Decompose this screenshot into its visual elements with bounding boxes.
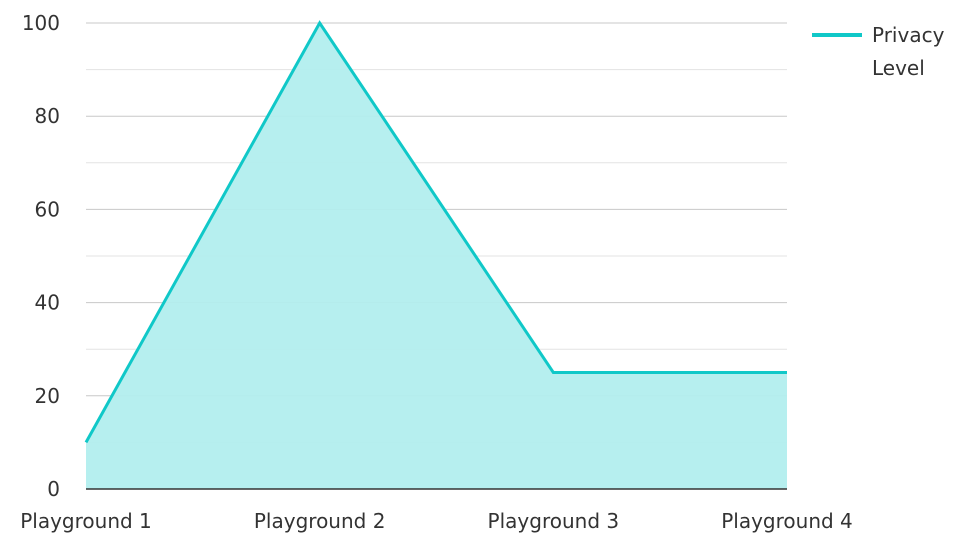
legend-label-line2: Level: [872, 56, 925, 80]
x-tick-label: Playground 2: [254, 509, 386, 533]
y-tick-label: 80: [35, 104, 60, 128]
privacy-level-line: [84, 20, 787, 444]
y-tick-label: 20: [35, 384, 60, 408]
y-tick-label: 0: [47, 477, 60, 501]
legend: Privacy Level: [812, 23, 945, 80]
y-tick-label: 40: [35, 291, 60, 315]
y-tick-label: 100: [22, 11, 60, 35]
x-tick-label: Playground 1: [20, 509, 152, 533]
y-axis-tick-labels: 0 20 40 60 80 100: [22, 11, 60, 501]
x-tick-label: Playground 4: [721, 509, 853, 533]
x-axis-tick-labels: Playground 1 Playground 2 Playground 3 Play…: [20, 509, 853, 533]
x-tick-label: Playground 3: [488, 509, 620, 533]
legend-label-line1: Privacy: [872, 23, 945, 47]
y-tick-label: 60: [35, 197, 60, 221]
